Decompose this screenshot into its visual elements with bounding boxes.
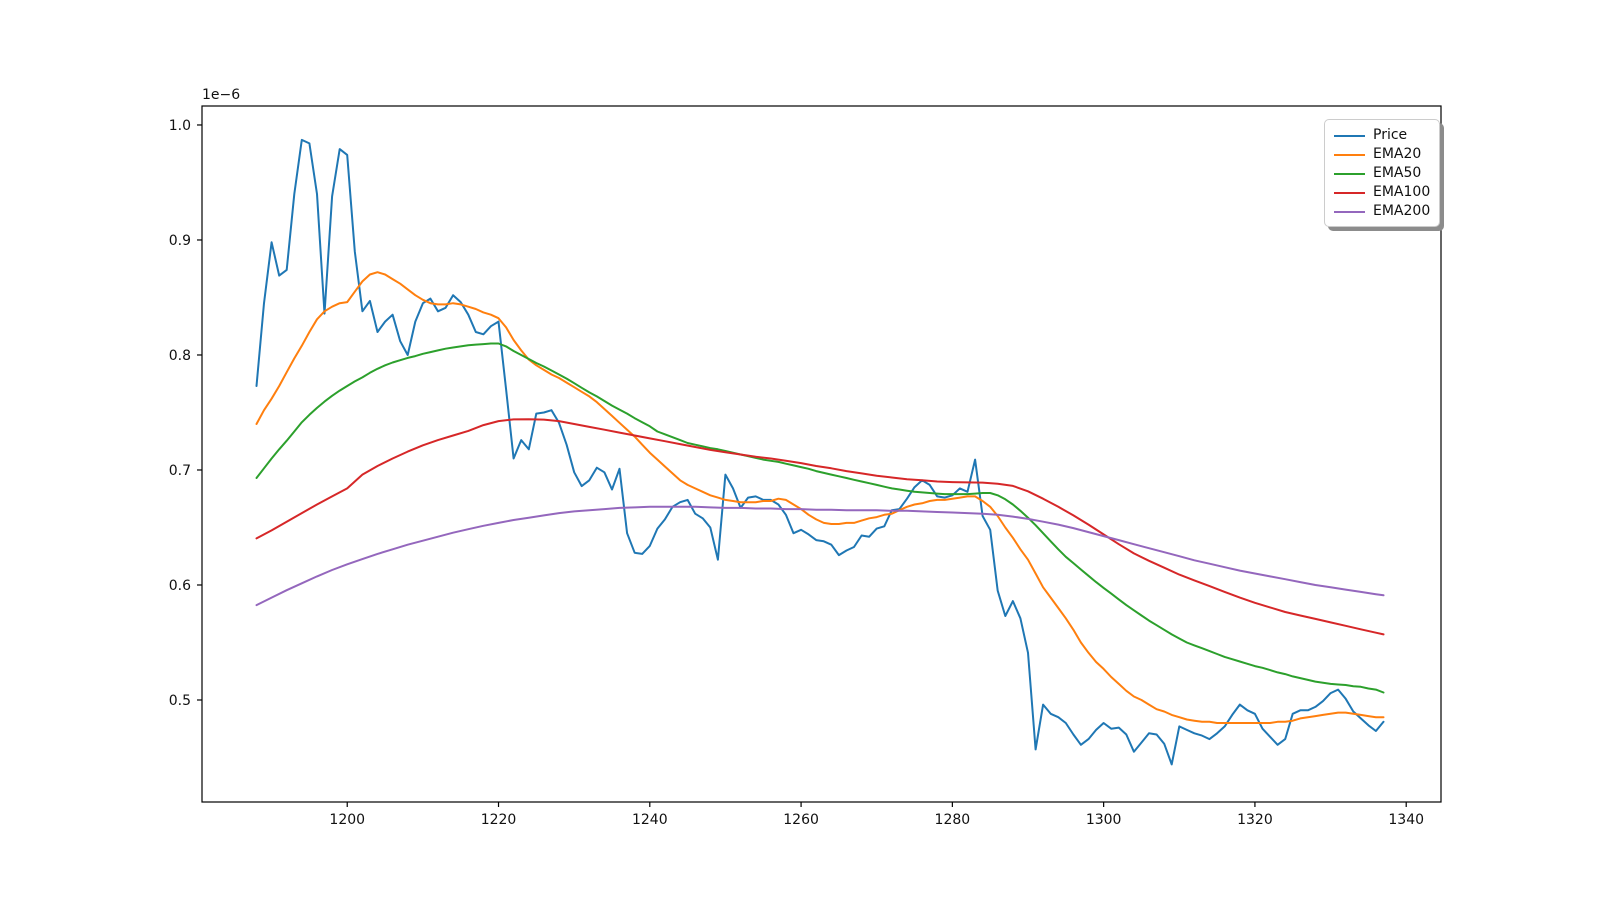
legend-line-sample-ema50 bbox=[1334, 172, 1365, 175]
y-tick-label-1.0: 1.0 bbox=[169, 118, 191, 134]
x-tick-label-1260: 1260 bbox=[783, 812, 819, 828]
y-tick-label-0.6: 0.6 bbox=[169, 578, 191, 594]
series-line-ema200 bbox=[255, 505, 1385, 607]
legend-line-sample-price bbox=[1334, 134, 1365, 137]
legend-item-price: Price bbox=[1334, 126, 1430, 145]
legend-item-ema50: EMA50 bbox=[1334, 164, 1430, 183]
series-line-ema50 bbox=[255, 342, 1385, 694]
y-axis-offset-label: 1e−6 bbox=[202, 87, 240, 103]
legend-line-sample-ema20 bbox=[1334, 153, 1365, 156]
x-tick-label-1200: 1200 bbox=[329, 812, 365, 828]
y-tick-label-0.8: 0.8 bbox=[169, 348, 191, 364]
series-line-price bbox=[255, 138, 1385, 766]
x-tick-label-1240: 1240 bbox=[632, 812, 668, 828]
legend-line-sample-ema200 bbox=[1334, 210, 1365, 213]
series-line-ema20 bbox=[255, 271, 1385, 724]
y-tick-label-0.5: 0.5 bbox=[169, 693, 191, 709]
x-tick-label-1280: 1280 bbox=[935, 812, 971, 828]
x-tick-label-1320: 1320 bbox=[1237, 812, 1273, 828]
legend-box: Price EMA20 EMA50 EMA100 EMA200 bbox=[1324, 119, 1441, 227]
legend-item-ema100: EMA100 bbox=[1334, 183, 1430, 202]
series-line-ema100 bbox=[255, 418, 1385, 636]
legend-line-sample-ema100 bbox=[1334, 191, 1365, 194]
axes-spines bbox=[201, 105, 1442, 803]
legend-label-price: Price bbox=[1373, 127, 1408, 143]
x-tick-label-1220: 1220 bbox=[481, 812, 517, 828]
legend-item-ema200: EMA200 bbox=[1334, 202, 1430, 221]
legend-label-ema50: EMA50 bbox=[1373, 165, 1422, 181]
legend-label-ema200: EMA200 bbox=[1373, 203, 1431, 219]
legend-label-ema100: EMA100 bbox=[1373, 184, 1431, 200]
y-tick-label-0.9: 0.9 bbox=[169, 233, 191, 249]
y-tick-label-0.7: 0.7 bbox=[169, 463, 191, 479]
legend-label-ema20: EMA20 bbox=[1373, 146, 1422, 162]
x-tick-label-1300: 1300 bbox=[1086, 812, 1122, 828]
x-tick-label-1340: 1340 bbox=[1388, 812, 1424, 828]
legend-item-ema20: EMA20 bbox=[1334, 145, 1430, 164]
